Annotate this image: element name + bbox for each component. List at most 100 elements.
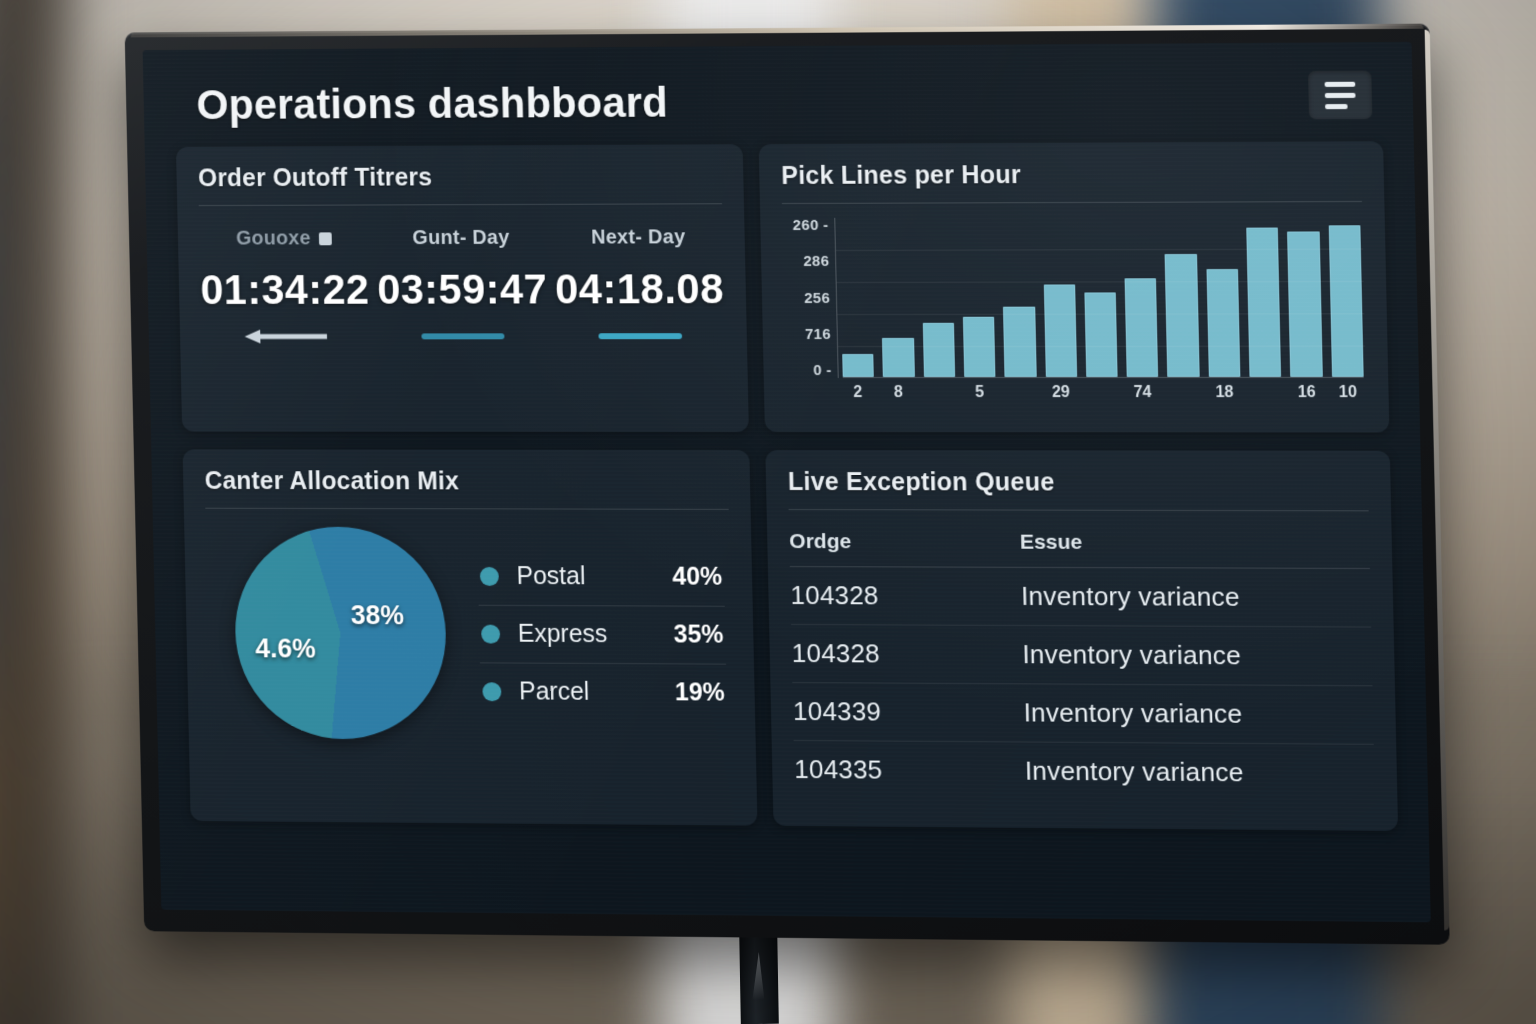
divider (199, 203, 722, 206)
x-axis-tick: 74 (1127, 384, 1159, 402)
legend-label: Postal (516, 562, 672, 591)
timer-item-0[interactable]: Gouoxe 01:34:22 (199, 227, 370, 339)
legend-dot-icon (481, 624, 500, 643)
x-axis-tick-blank: · (1086, 384, 1118, 402)
legend-item-express[interactable]: Express 35% (479, 605, 726, 664)
legend-label: Parcel (519, 677, 675, 707)
x-axis-tick: 16 (1291, 384, 1323, 402)
timer-value-1: 03:59:47 (377, 266, 548, 314)
legend-value: 40% (672, 562, 722, 591)
cell-order: 104339 (792, 683, 1024, 743)
bar[interactable] (1287, 231, 1322, 377)
bar[interactable] (1003, 307, 1036, 377)
bar[interactable] (1043, 284, 1077, 377)
timer-item-2[interactable]: Next- Day 04:18.08 (554, 226, 725, 339)
menu-line-3 (1325, 104, 1348, 109)
arrow-left-icon (245, 329, 328, 345)
y-axis-tick: 716 (805, 327, 831, 342)
column-header-issue: Essue (1019, 521, 1370, 569)
cell-order: 104335 (794, 740, 1026, 799)
pie-legend: Postal 40% Express 35% Parcel (477, 548, 727, 722)
divider (782, 201, 1362, 204)
dashboard-root: Operations dashbboard Order Outoff Titre… (143, 42, 1431, 922)
legend-item-postal[interactable]: Postal 40% (477, 548, 724, 607)
card-pick-lines-per-hour: Pick Lines per Hour 260 -286 256 716 0 - 28… (759, 141, 1390, 432)
table-row[interactable]: 104339 Inventory variance (792, 683, 1373, 745)
x-axis-tick: 18 (1208, 384, 1240, 402)
table-row[interactable]: 104328 Inventory variance (791, 625, 1372, 686)
x-axis-tick-blank: · (1249, 384, 1281, 402)
menu-line-2 (1325, 92, 1356, 97)
legend-value: 35% (673, 620, 723, 649)
cell-issue: Inventory variance (1022, 626, 1373, 686)
timer-value-2: 04:18.08 (555, 265, 725, 313)
timer-label-0: Gouoxe (199, 227, 368, 250)
monitor: Operations dashbboard Order Outoff Titre… (125, 24, 1450, 945)
legend-label: Express (518, 619, 674, 649)
bar[interactable] (1165, 254, 1199, 377)
pie-slice-label-0: 4.6% (255, 634, 316, 665)
legend-dot-icon (482, 682, 501, 701)
cell-order: 104328 (791, 625, 1023, 684)
table-header-row: Ordge Essue (789, 520, 1370, 568)
bar-chart: 260 - 286 256 716 0 - (782, 216, 1365, 378)
bar[interactable] (1125, 278, 1159, 377)
dashboard-header: Operations dashbboard (174, 68, 1382, 129)
exception-queue-table: Ordge Essue 104328 Inventory variance 1043… (789, 520, 1375, 802)
pie-chart[interactable]: 4.6% 38% (233, 527, 448, 740)
x-axis-tick-blank: · (923, 384, 955, 402)
y-axis-tick: 256 (804, 290, 830, 305)
cell-order: 104328 (790, 567, 1022, 626)
y-axis-tick: 260 - (793, 218, 829, 233)
monitor-stand-neck (739, 930, 779, 1024)
pie-chart-section: 4.6% 38% Postal 40% Express (206, 526, 734, 741)
bar[interactable] (842, 353, 874, 377)
x-axis-tick-blank: · (1167, 384, 1199, 402)
bar[interactable] (922, 323, 955, 377)
card-carrier-allocation-mix: Canter Allocation Mix 4.6% 38% Postal 40… (183, 449, 758, 825)
card-title-pie: Canter Allocation Mix (204, 467, 728, 497)
table-row[interactable]: 104335 Inventory variance (794, 740, 1375, 802)
card-title-timers: Order Outoff Titrers (198, 162, 722, 193)
x-axis-tick-blank: · (1004, 384, 1036, 402)
monitor-screen: Operations dashbboard Order Outoff Titre… (143, 42, 1431, 922)
x-axis-tick: 8 (882, 384, 914, 402)
bar[interactable] (882, 338, 914, 377)
timer-label-2: Next- Day (554, 226, 723, 249)
menu-line-1 (1325, 81, 1356, 86)
card-live-exception-queue: Live Exception Queue Ordge Essue 104328 I… (765, 450, 1398, 831)
timer-accent-2 (599, 333, 683, 339)
bar[interactable] (1206, 269, 1240, 377)
y-axis-tick: 286 (803, 254, 829, 269)
timer-accent-1 (422, 333, 505, 339)
dashboard-grid: Order Outoff Titrers Gouoxe 01:34:22 (176, 141, 1398, 831)
column-header-order: Ordge (789, 520, 1020, 567)
page-title: Operations dashbboard (196, 79, 668, 129)
x-axis-tick: 29 (1045, 384, 1077, 402)
bar[interactable] (1084, 292, 1118, 376)
pie-slice-label-1: 38% (350, 600, 404, 631)
timer-label-1: Gunt- Day (376, 227, 546, 250)
cell-issue: Inventory variance (1023, 684, 1374, 745)
legend-dot-icon (480, 566, 499, 585)
legend-item-parcel[interactable]: Parcel 19% (480, 663, 727, 721)
cell-issue: Inventory variance (1020, 567, 1371, 627)
timer-item-1[interactable]: Gunt- Day 03:59:47 (376, 227, 548, 340)
bar-chart-x-axis: 2 8 · 5 · 29 · 74 · 18 · 16 10 (838, 384, 1366, 402)
table-body: 104328 Inventory variance 104328 Inventory … (790, 567, 1375, 803)
timer-list: Gouoxe 01:34:22 Gunt- Day (199, 226, 725, 339)
hamburger-menu-icon[interactable] (1308, 71, 1372, 120)
card-title-bars: Pick Lines per Hour (781, 160, 1362, 191)
table-row[interactable]: 104328 Inventory variance (790, 567, 1371, 628)
cell-issue: Inventory variance (1024, 742, 1375, 802)
square-icon (319, 232, 332, 245)
timer-value-0: 01:34:22 (200, 266, 370, 314)
bar-chart-plot (834, 216, 1365, 378)
timer-label-text-0: Gouoxe (236, 227, 311, 250)
x-axis-tick: 5 (964, 384, 996, 402)
x-axis-tick: 2 (842, 384, 874, 402)
card-title-table: Live Exception Queue (788, 468, 1369, 498)
bar-chart-bars (839, 216, 1363, 378)
legend-value: 19% (675, 678, 725, 707)
divider (789, 509, 1369, 511)
